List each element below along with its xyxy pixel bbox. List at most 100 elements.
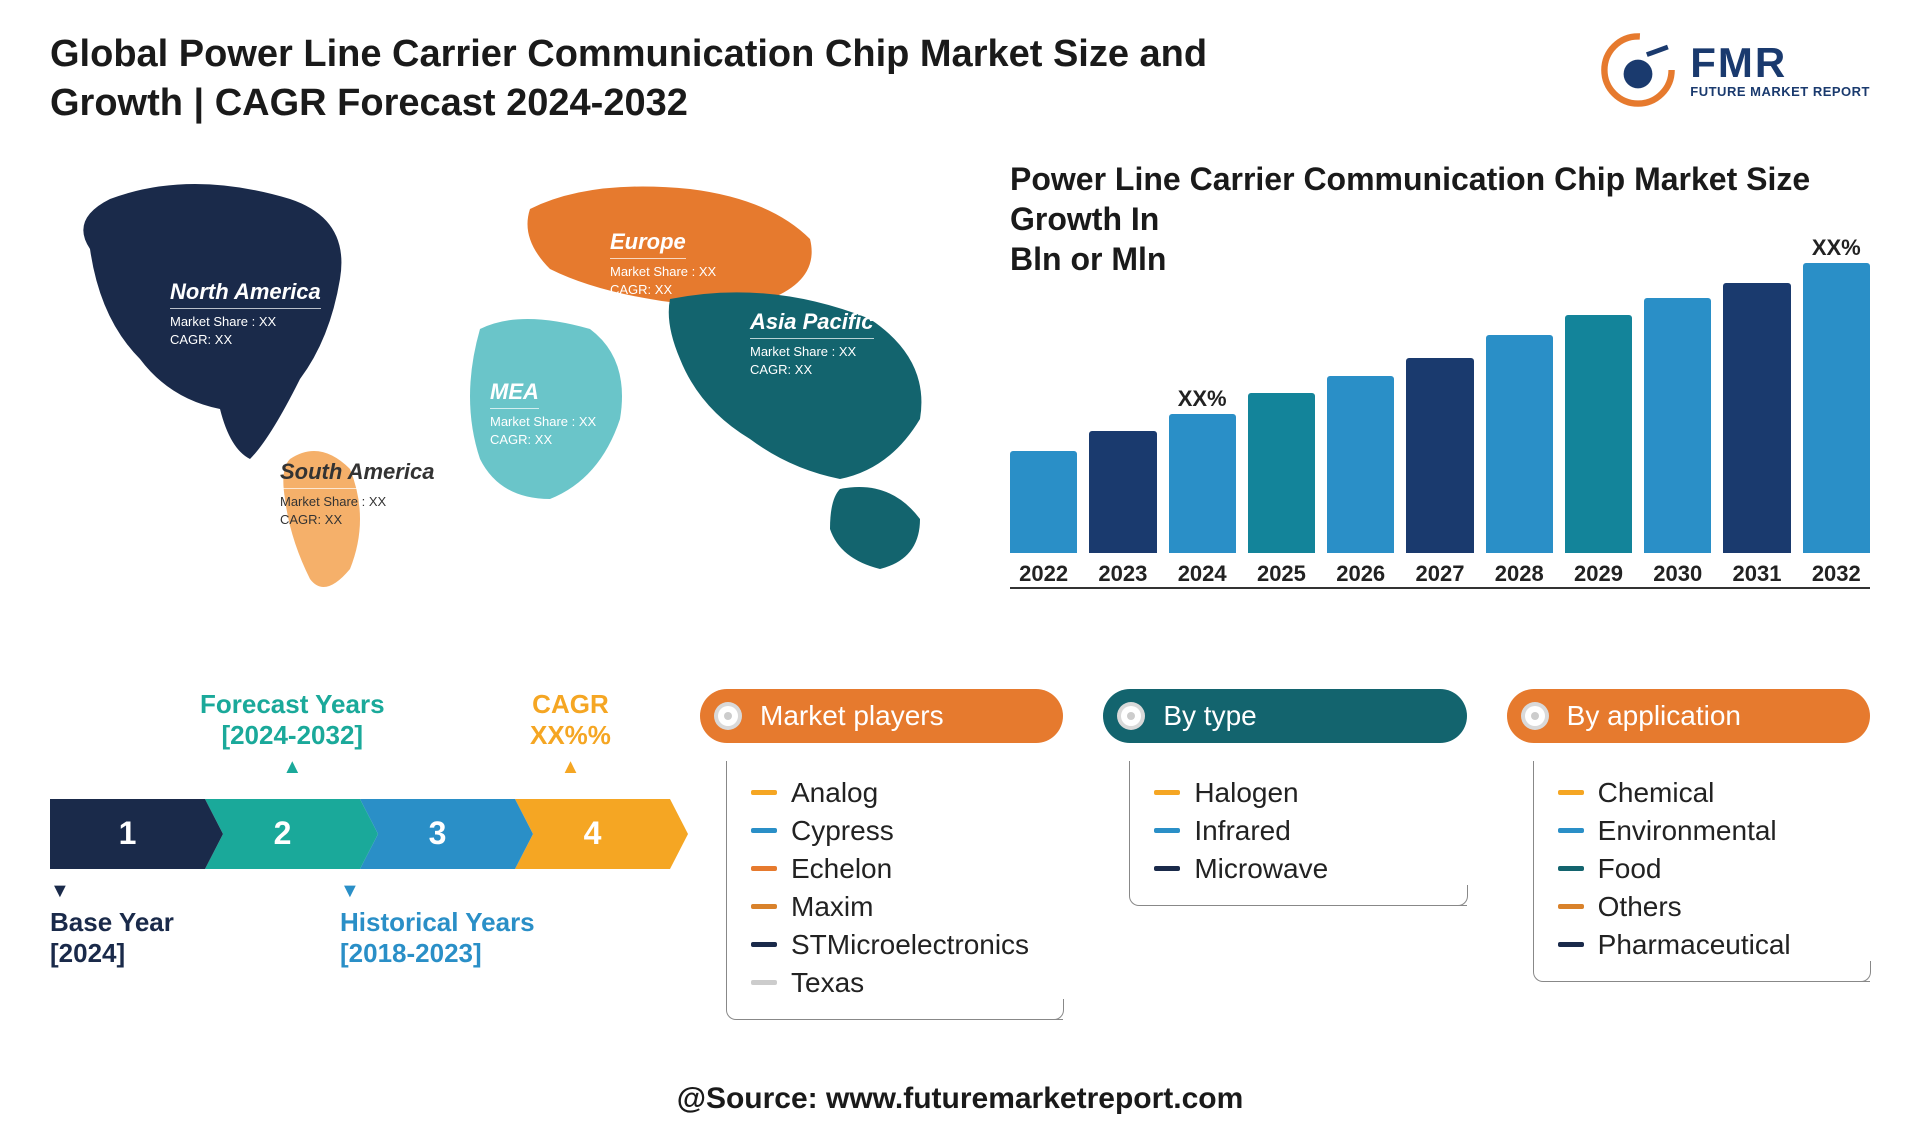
bar-column: 2026: [1327, 376, 1394, 587]
dash-icon: [1154, 866, 1180, 871]
region-cagr: CAGR: XX: [280, 511, 434, 529]
region-share: Market Share : XX: [170, 313, 321, 331]
category-header: By application: [1507, 689, 1870, 743]
region-label: Europe Market Share : XX CAGR: XX: [610, 229, 716, 299]
list-item-label: Pharmaceutical: [1598, 929, 1791, 961]
category-title: Market players: [760, 700, 944, 732]
region-cagr: CAGR: XX: [490, 431, 596, 449]
source-attribution: @Source: www.futuremarketreport.com: [0, 1082, 1920, 1116]
world-map: North America Market Share : XX CAGR: XX…: [50, 159, 970, 599]
bar: [1486, 335, 1553, 553]
cagr-value: XX%%: [530, 720, 611, 750]
bar-column: 2030: [1644, 298, 1711, 587]
list-item-label: Analog: [791, 777, 878, 809]
bullet-icon: [714, 702, 742, 730]
category-block: By type Halogen Infrared Microwave: [1103, 689, 1466, 1020]
bar: [1406, 358, 1473, 552]
logo: FMR FUTURE MARKET REPORT: [1598, 30, 1870, 110]
category-title: By application: [1567, 700, 1741, 732]
bar-column: 2024XX%: [1169, 414, 1236, 587]
dash-icon: [751, 790, 777, 795]
bar: [1089, 431, 1156, 553]
bar: [1248, 393, 1315, 553]
region-label: Asia Pacific Market Share : XX CAGR: XX: [750, 309, 874, 379]
category-list: Halogen Infrared Microwave: [1129, 761, 1466, 906]
dash-icon: [751, 904, 777, 909]
bar-column: 2032XX%: [1803, 263, 1870, 587]
list-item-label: Chemical: [1598, 777, 1715, 809]
bar-year-label: 2031: [1733, 561, 1782, 587]
bar-column: 2025: [1248, 393, 1315, 587]
list-item: Infrared: [1154, 815, 1446, 847]
bar: [1803, 263, 1870, 553]
logo-text-main: FMR: [1690, 42, 1870, 84]
list-item: Others: [1558, 891, 1850, 923]
bar-year-label: 2023: [1098, 561, 1147, 587]
triangle-down-icon: ▲: [530, 755, 611, 779]
region-label: MEA Market Share : XX CAGR: XX: [490, 379, 596, 449]
list-item: STMicroelectronics: [751, 929, 1043, 961]
bar-column: 2028: [1486, 335, 1553, 587]
list-item: Environmental: [1558, 815, 1850, 847]
dash-icon: [751, 942, 777, 947]
list-item: Halogen: [1154, 777, 1446, 809]
dash-icon: [751, 980, 777, 985]
historical-label: Historical Years: [340, 907, 535, 937]
category-header: By type: [1103, 689, 1466, 743]
bar-container: 202220232024XX%2025202620272028202920302…: [1010, 299, 1870, 589]
list-item-label: Environmental: [1598, 815, 1777, 847]
region-name: South America: [280, 459, 434, 489]
bar-year-label: 2030: [1653, 561, 1702, 587]
timeline-step: 3: [360, 799, 515, 869]
forecast-range: [2024-2032]: [221, 720, 363, 750]
region-label: South America Market Share : XX CAGR: XX: [280, 459, 434, 529]
logo-text-sub: FUTURE MARKET REPORT: [1690, 84, 1870, 99]
bar-year-label: 2032: [1812, 561, 1861, 587]
bar-year-label: 2028: [1495, 561, 1544, 587]
base-label: Base Year: [50, 907, 174, 937]
region-cagr: CAGR: XX: [170, 331, 321, 349]
list-item: Maxim: [751, 891, 1043, 923]
region-share: Market Share : XX: [490, 413, 596, 431]
historical-range: [2018-2023]: [340, 938, 482, 968]
triangle-down-icon: ▼: [50, 879, 174, 903]
region-share: Market Share : XX: [610, 263, 716, 281]
chart-title: Power Line Carrier Communication Chip Ma…: [1010, 159, 1870, 279]
region-cagr: CAGR: XX: [610, 281, 716, 299]
bar-value-label: XX%: [1812, 235, 1861, 261]
list-item-label: Microwave: [1194, 853, 1328, 885]
bar-value-label: XX%: [1178, 386, 1227, 412]
region-name: Asia Pacific: [750, 309, 874, 339]
bar-column: 2027: [1406, 358, 1473, 586]
region-name: MEA: [490, 379, 539, 409]
category-block: By application Chemical Environmental Food O…: [1507, 689, 1870, 1020]
list-item-label: Halogen: [1194, 777, 1298, 809]
list-item: Food: [1558, 853, 1850, 885]
list-item: Texas: [751, 967, 1043, 999]
triangle-down-icon: ▼: [340, 879, 535, 903]
list-item: Echelon: [751, 853, 1043, 885]
region-name: Europe: [610, 229, 686, 259]
timeline-step: 4: [515, 799, 670, 869]
page-title: Global Power Line Carrier Communication …: [50, 30, 1350, 129]
cagr-label: CAGR: [532, 689, 609, 719]
bar-year-label: 2029: [1574, 561, 1623, 587]
bullet-icon: [1521, 702, 1549, 730]
dash-icon: [751, 866, 777, 871]
region-cagr: CAGR: XX: [750, 361, 874, 379]
list-item: Microwave: [1154, 853, 1446, 885]
chevron-steps: 1234: [50, 799, 670, 869]
bar: [1169, 414, 1236, 553]
list-item-label: Texas: [791, 967, 864, 999]
bar-year-label: 2026: [1336, 561, 1385, 587]
bar: [1644, 298, 1711, 553]
category-list: Analog Cypress Echelon Maxim STMicroelectron…: [726, 761, 1063, 1020]
list-item: Cypress: [751, 815, 1043, 847]
region-label: North America Market Share : XX CAGR: XX: [170, 279, 321, 349]
bar-year-label: 2024: [1178, 561, 1227, 587]
category-block: Market players Analog Cypress Echelon Maxim S…: [700, 689, 1063, 1020]
list-item-label: Others: [1598, 891, 1682, 923]
dash-icon: [1558, 942, 1584, 947]
bar-column: 2023: [1089, 431, 1156, 587]
list-item: Chemical: [1558, 777, 1850, 809]
